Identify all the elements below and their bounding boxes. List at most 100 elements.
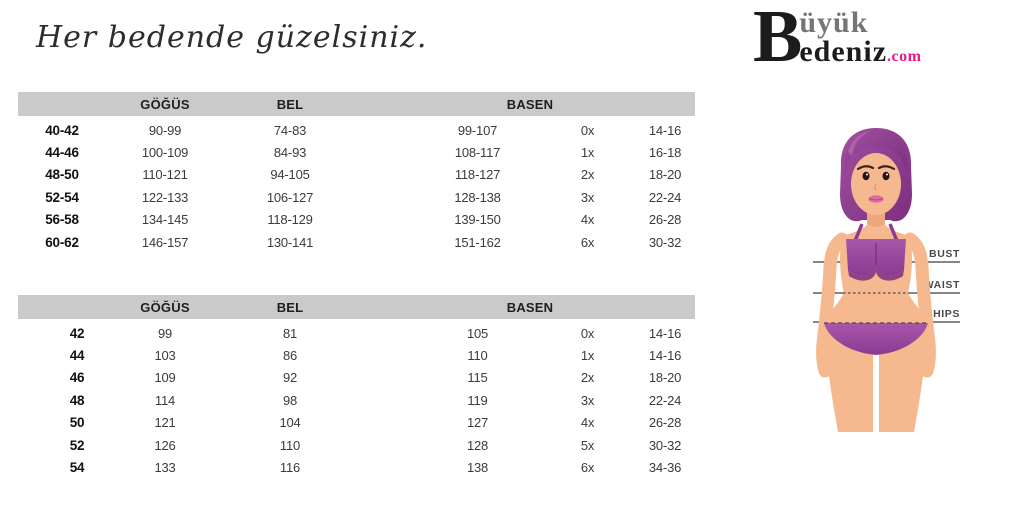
size-cell: 48 [69, 392, 85, 408]
table-header-row: GÖĞÜS BEL BASEN [18, 295, 695, 319]
measure-cell: 26-28 [648, 212, 682, 228]
measure-cell: 139-150 [454, 212, 501, 228]
table-body: 40-42 90-99 74-83 99-107 0x 14-16 44-46 100-109… [18, 116, 695, 253]
measure-cell: 0x [580, 122, 595, 138]
measure-cell: 138 [466, 460, 489, 476]
lips [868, 195, 884, 203]
measure-cell: 99 [157, 325, 173, 341]
measure-cell: 22-24 [648, 392, 682, 408]
measure-cell: 94-105 [270, 167, 310, 183]
measure-cell: 5x [580, 437, 595, 453]
logo-tld: .com [887, 48, 922, 65]
measure-cell: 105 [466, 325, 489, 341]
size-cell: 50 [69, 415, 85, 431]
header-gogus: GÖĞÜS [140, 96, 190, 112]
table-row: 50 121 104 127 4x 26-28 [18, 412, 695, 434]
measure-cell: 18-20 [648, 370, 682, 386]
body-measurement-figure: BUST WAIST HIPS [788, 112, 978, 452]
measure-cell: 128-138 [454, 189, 501, 205]
header-bel: BEL [276, 96, 304, 112]
measure-cell: 104 [279, 415, 301, 431]
table-row: 54 133 116 138 6x 34-36 [18, 456, 695, 478]
nose [874, 183, 877, 191]
bust-label: BUST [929, 248, 960, 260]
size-table-exact: GÖĞÜS BEL BASEN 42 99 81 105 0x 14-16 44 103 86 1… [18, 295, 695, 479]
bra-band-shadow [848, 267, 904, 281]
size-cell: 54 [69, 460, 85, 476]
measure-cell: 128 [466, 437, 489, 453]
measure-cell: 121 [154, 415, 176, 431]
measure-cell: 114 [154, 392, 176, 408]
measure-cell: 30-32 [648, 437, 682, 453]
measure-cell: 16-18 [648, 145, 682, 161]
size-cell: 52 [69, 437, 85, 453]
measurement-figure-illustration: BUST WAIST HIPS [813, 128, 960, 432]
logo-initial: B [753, 0, 803, 78]
table-header-row: GÖĞÜS BEL BASEN [18, 92, 695, 116]
measure-cell: 109 [154, 370, 176, 386]
measure-cell: 3x [580, 189, 595, 205]
right-arm [903, 232, 936, 378]
table-row: 56-58 134-145 118-129 139-150 4x 26-28 [18, 209, 695, 231]
measure-cell: 116 [279, 460, 301, 476]
size-cell: 46 [69, 370, 85, 386]
measure-cell: 34-36 [648, 460, 682, 476]
size-cell: 40-42 [45, 122, 79, 138]
left-eyebrow [856, 165, 875, 171]
measure-cell: 90-99 [148, 122, 182, 138]
measure-cell: 4x [580, 415, 595, 431]
size-cell: 60-62 [45, 234, 79, 250]
measure-cell: 127 [466, 415, 489, 431]
measure-cell: 92 [282, 370, 298, 386]
panties [824, 323, 928, 355]
measure-cell: 108-117 [454, 145, 501, 161]
lip-line [868, 198, 884, 201]
measure-cell: 14-16 [648, 348, 682, 364]
left-eye-glint [866, 173, 868, 176]
measure-cell: 6x [580, 234, 595, 250]
measure-cell: 3x [580, 392, 595, 408]
table-row: 44 103 86 110 1x 14-16 [18, 344, 695, 366]
measure-cell: 6x [580, 460, 595, 476]
measure-cell: 133 [154, 460, 176, 476]
size-cell: 56-58 [45, 212, 79, 228]
hair-fringe [844, 129, 908, 172]
header-gogus: GÖĞÜS [140, 299, 190, 315]
measure-cell: 98 [282, 392, 298, 408]
measure-cell: 1x [580, 348, 595, 364]
header-basen: BASEN [506, 299, 554, 315]
logo-wordmark: üyük edeniz .com [799, 4, 922, 68]
measure-cell: 99-107 [457, 122, 498, 138]
table-row: 48-50 110-121 94-105 118-127 2x 18-20 [18, 164, 695, 186]
bra-strap-right [888, 223, 899, 242]
logo-word-bottom: edeniz [799, 35, 888, 68]
measure-cell: 110 [467, 348, 488, 364]
left-eye [862, 171, 870, 181]
measure-cell: 119 [467, 392, 488, 408]
measure-cell: 86 [282, 348, 298, 364]
woman-illustration [816, 128, 936, 432]
measure-cell: 100-109 [141, 145, 189, 161]
measure-cell: 18-20 [648, 167, 682, 183]
table-row: 60-62 146-157 130-141 151-162 6x 30-32 [18, 231, 695, 253]
measure-cell: 1x [580, 145, 595, 161]
measure-cell: 22-24 [648, 189, 682, 205]
table-row: 46 109 92 115 2x 18-20 [18, 367, 695, 389]
hair-highlight [848, 131, 870, 156]
measure-cell: 134-145 [141, 212, 189, 228]
measure-cell: 14-16 [648, 122, 682, 138]
size-cell: 44-46 [45, 145, 79, 161]
table-row: 42 99 81 105 0x 14-16 [18, 322, 695, 344]
table-row: 40-42 90-99 74-83 99-107 0x 14-16 [18, 119, 695, 141]
right-eye [882, 171, 890, 181]
bra-strap-left [853, 223, 864, 242]
left-arm [816, 232, 849, 378]
measure-cell: 4x [580, 212, 595, 228]
measure-cell: 118-129 [267, 212, 313, 228]
size-cell: 52-54 [45, 189, 79, 205]
page-title: Her bedende güzelsiniz. [36, 20, 428, 55]
measure-cell: 106-127 [266, 189, 314, 205]
measure-cell: 74-83 [273, 122, 307, 138]
waist-label: WAIST [924, 279, 960, 291]
